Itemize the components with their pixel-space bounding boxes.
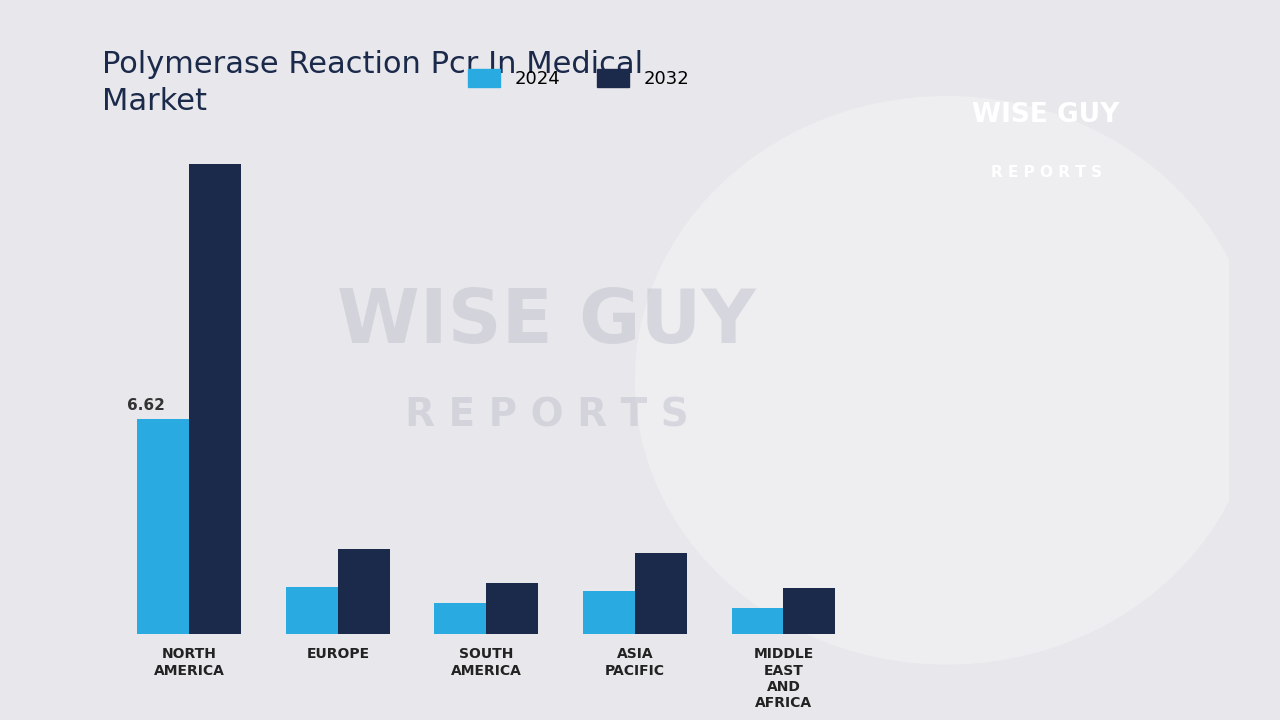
Bar xyxy=(486,583,539,634)
Text: R E P O R T S: R E P O R T S xyxy=(991,166,1102,180)
Text: WISE GUY: WISE GUY xyxy=(338,286,756,359)
Bar xyxy=(783,588,836,634)
Bar xyxy=(137,419,189,634)
Bar xyxy=(189,164,242,634)
Circle shape xyxy=(635,96,1258,665)
Bar xyxy=(731,608,783,634)
Text: WISE GUY: WISE GUY xyxy=(973,102,1120,128)
Bar xyxy=(582,592,635,634)
Text: 6.62: 6.62 xyxy=(127,398,164,413)
Text: Polymerase Reaction Pcr In Medical
Market: Polymerase Reaction Pcr In Medical Marke… xyxy=(102,50,644,117)
Bar xyxy=(434,603,486,634)
Legend: 2024, 2032: 2024, 2032 xyxy=(461,62,696,95)
Bar xyxy=(285,587,338,634)
Text: R E P O R T S: R E P O R T S xyxy=(404,397,689,435)
Bar xyxy=(338,549,390,634)
Bar xyxy=(635,553,687,634)
